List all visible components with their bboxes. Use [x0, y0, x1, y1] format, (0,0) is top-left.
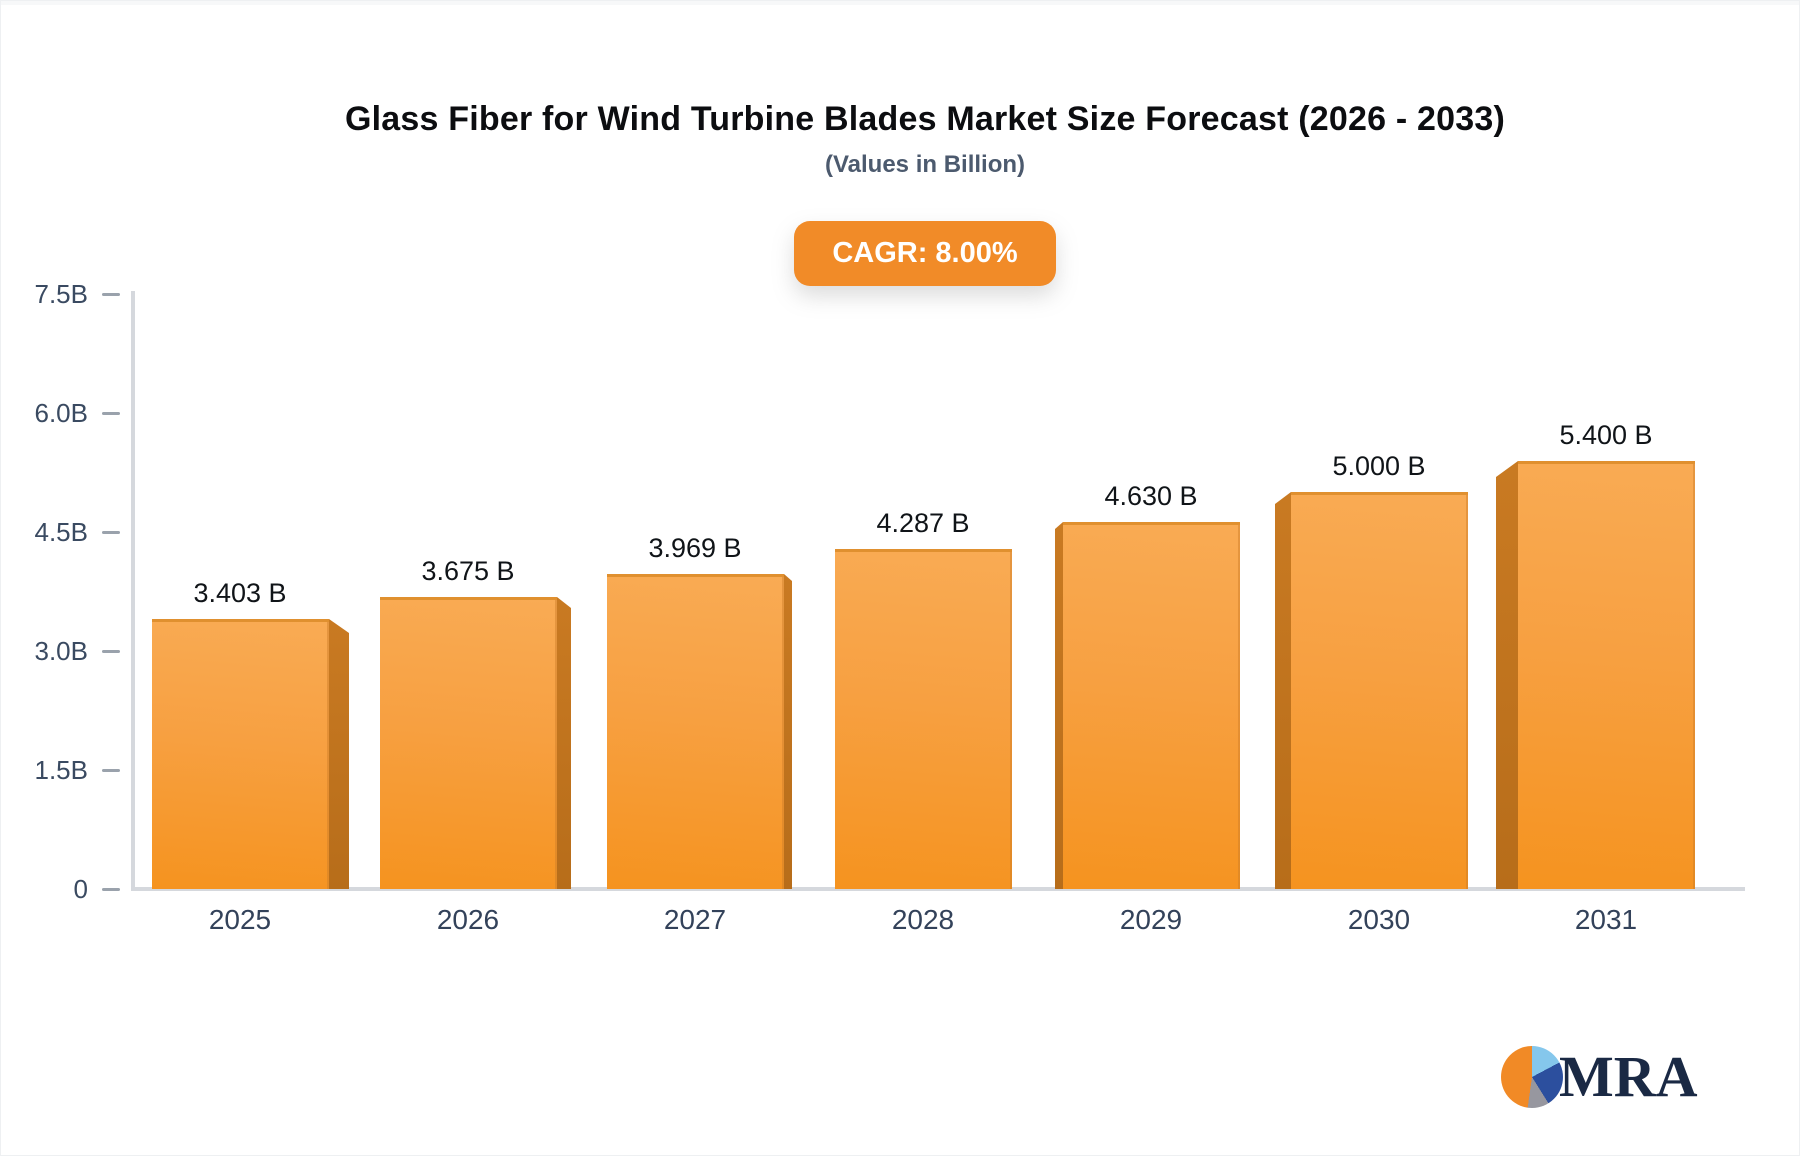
bar-side-2025 [329, 619, 349, 889]
bar-value-label: 3.675 B [421, 556, 515, 586]
chart-subtitle: (Values in Billion) [824, 151, 1026, 178]
x-axis-label: 2029 [1119, 904, 1183, 935]
bar-value-label: 5.000 B [1332, 451, 1426, 481]
bar-2026 [380, 597, 557, 889]
y-axis-tick [102, 412, 120, 415]
x-axis-label: 2027 [663, 904, 727, 935]
y-axis-line [131, 291, 135, 891]
bar-2031 [1518, 461, 1695, 889]
bar-side-2029 [1055, 522, 1063, 889]
y-axis-tick-label: 4.5B [34, 517, 89, 547]
x-axis-line [131, 887, 1745, 891]
logo-text: MRA [1559, 1044, 1698, 1109]
bar-side-2031 [1496, 461, 1518, 889]
bar-value-label: 4.287 B [876, 508, 970, 538]
chart-title: Glass Fiber for Wind Turbine Blades Mark… [345, 100, 1505, 138]
bar-2029 [1063, 522, 1240, 889]
y-axis-tick-label: 3.0B [34, 636, 89, 666]
x-axis-label: 2025 [208, 904, 272, 935]
bar-2027 [607, 574, 784, 889]
bar-side-2027 [784, 574, 792, 889]
bar-value-label: 3.403 B [193, 578, 287, 608]
page-top-strip [1, 1, 1799, 5]
chart-header: Glass Fiber for Wind Turbine Blades Mark… [51, 1, 1799, 286]
x-axis-label: 2030 [1347, 904, 1411, 935]
bar-value-label: 5.400 B [1559, 420, 1653, 450]
bar-2030 [1291, 492, 1468, 889]
x-axis-label: 2028 [891, 904, 955, 935]
y-axis-tick [102, 531, 120, 534]
bar-2028 [835, 549, 1012, 889]
y-axis-tick [102, 769, 120, 772]
bar-value-label: 3.969 B [648, 533, 742, 563]
x-axis-label: 2026 [436, 904, 500, 935]
x-axis-label: 2031 [1574, 904, 1638, 935]
bar-side-2030 [1275, 492, 1291, 889]
y-axis-tick-label: 0 [73, 874, 88, 904]
pie-chart-icon [1501, 1046, 1563, 1108]
bar-2025 [152, 619, 329, 889]
y-axis-tick [102, 650, 120, 653]
y-axis-tick [102, 888, 120, 891]
y-axis-tick [102, 293, 120, 296]
cagr-badge: CAGR: 8.00% [794, 221, 1056, 286]
y-axis-tick-label: 1.5B [34, 755, 89, 785]
y-axis-tick-label: 7.5B [34, 279, 89, 309]
logo: MRA [1501, 1043, 1698, 1111]
y-axis-tick-label: 6.0B [34, 398, 89, 428]
bar-side-2026 [557, 597, 571, 889]
bar-value-label: 4.630 B [1104, 481, 1198, 511]
